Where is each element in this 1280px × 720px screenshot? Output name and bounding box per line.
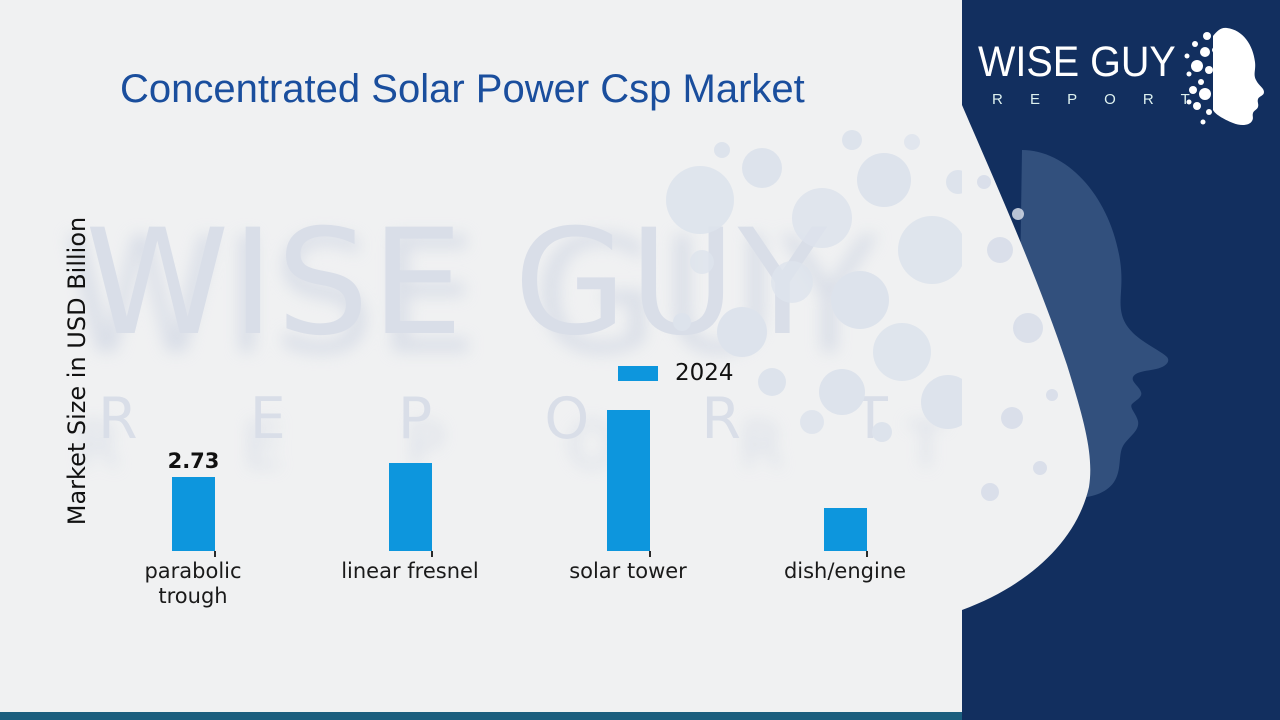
bar-parabolic-trough <box>172 477 215 551</box>
bar-dish-engine <box>824 508 867 551</box>
category-label: linear fresnel <box>341 559 479 583</box>
bar-value-label: 2.73 <box>167 449 220 473</box>
brand-logo: WISE GUY R E P O R T S <box>978 38 1239 108</box>
legend-label-2024: 2024 <box>675 360 734 386</box>
x-axis-tick <box>649 551 651 557</box>
brand-logo-face-icon <box>1184 27 1264 126</box>
light-circle-bulge <box>962 105 1091 610</box>
bar-linear-fresnel <box>389 463 432 551</box>
bulge-watermark-dots <box>977 175 1058 501</box>
legend-swatch-2024 <box>618 366 658 381</box>
x-axis-tick <box>214 551 216 557</box>
x-axis-tick <box>866 551 868 557</box>
category-label: parabolic trough <box>144 559 242 608</box>
y-axis-label: Market Size in USD Billion <box>63 216 91 526</box>
bar-solar-tower <box>607 410 650 551</box>
page-title: Concentrated Solar Power Csp Market <box>120 66 805 111</box>
category-label: dish/engine <box>783 559 907 583</box>
watermark-wiseguy-text: WISE GUY <box>62 203 881 391</box>
x-axis-tick <box>431 551 433 557</box>
bottom-accent-bar <box>0 712 962 720</box>
watermark-wiseguy-text: WISE GUY <box>85 198 829 368</box>
watermark-reports-text: R E P O R T S <box>98 386 1084 452</box>
brand-logo-wiseguy: WISE GUY <box>978 38 1176 86</box>
brand-logo-reports: R E P O R T S <box>992 91 1239 108</box>
category-label: solar tower <box>569 559 687 583</box>
